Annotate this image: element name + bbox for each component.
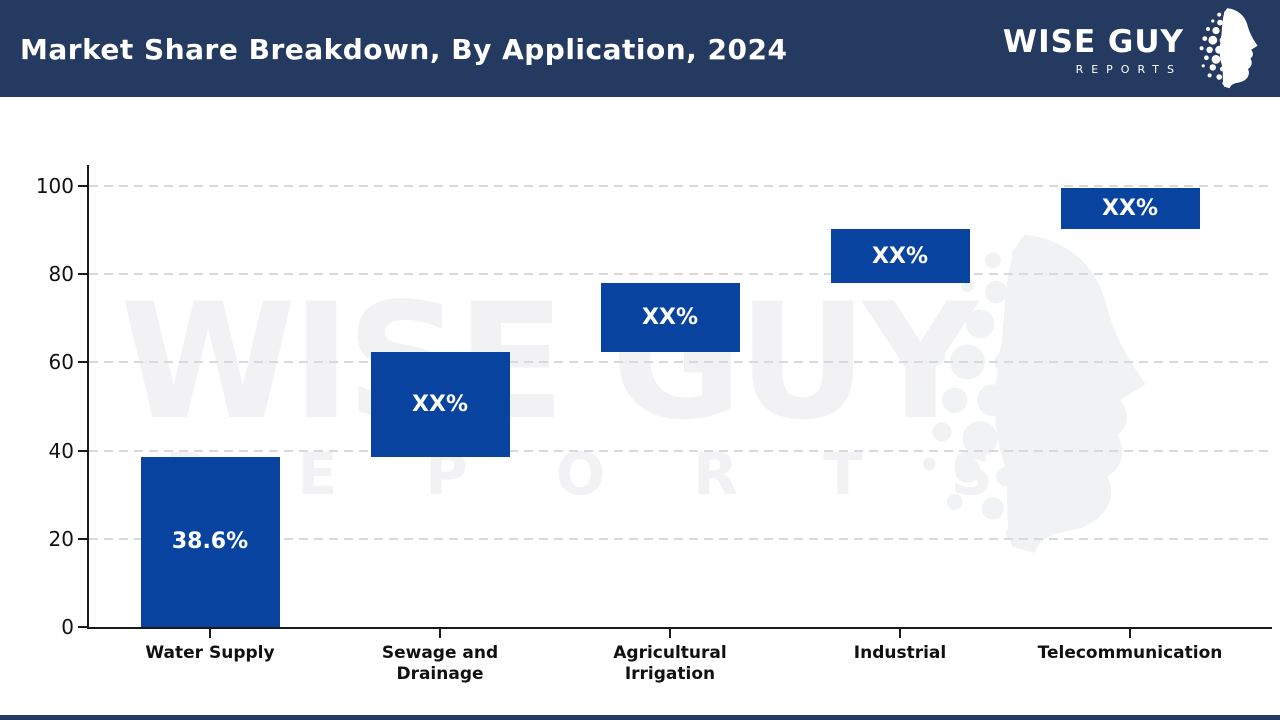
bar-value-label: 38.6%	[171, 529, 249, 555]
category-label-sewage-and-drainage: Sewage and Drainage	[340, 643, 540, 685]
x-tick-mark-telecommunication	[1129, 629, 1131, 638]
footer-strip	[0, 715, 1280, 720]
x-tick-mark-water-supply	[209, 629, 211, 638]
x-axis-line	[87, 627, 1272, 629]
y-tick-label-80: 80	[48, 262, 74, 287]
y-axis-line	[87, 165, 89, 627]
category-label-line: Drainage	[396, 664, 484, 684]
logo-subtext: REPORTS	[1075, 62, 1182, 76]
category-label-water-supply: Water Supply	[110, 643, 310, 664]
chart-title: Market Share Breakdown, By Application, …	[20, 33, 788, 66]
bar-agricultural-irrigation: XX%	[600, 283, 740, 353]
bar-industrial: XX%	[830, 228, 970, 284]
gridline-20	[89, 537, 1272, 540]
face-profile-dots-icon	[1199, 8, 1258, 89]
category-label-line: Agricultural	[613, 643, 727, 663]
wise-guy-logo: WISE GUY REPORTS	[1003, 5, 1270, 93]
x-tick-mark-industrial	[899, 629, 901, 638]
y-tick-label-40: 40	[48, 438, 74, 463]
logo-text: WISE GUY REPORTS	[1002, 23, 1184, 76]
x-tick-mark-agricultural-irrigation	[669, 629, 671, 638]
gridline-40	[89, 449, 1272, 452]
y-tick-label-100: 100	[35, 174, 74, 198]
header-bar: Market Share Breakdown, By Application, …	[0, 0, 1280, 97]
gridline-60	[89, 361, 1272, 364]
bar-telecommunication: XX%	[1060, 188, 1200, 229]
y-tick-mark-40	[78, 449, 87, 452]
bar-water-supply: 38.6%	[140, 456, 280, 627]
y-tick-mark-100	[78, 185, 87, 187]
watermark-subtext: REPORTS	[165, 440, 1081, 508]
y-tick-mark-0	[78, 626, 87, 628]
logo-wordmark: WISE GUY	[1002, 23, 1184, 60]
y-tick-mark-60	[78, 361, 87, 364]
bar-value-label: XX%	[1102, 195, 1158, 221]
bar-sewage-and-drainage: XX%	[370, 352, 510, 457]
category-label-line: Water Supply	[145, 643, 275, 663]
category-label-line: Telecommunication	[1037, 643, 1223, 663]
chart-area: WISE GUY REPORTS 0 20 40 60 80 100 38.6% XX% XX…	[0, 97, 1280, 715]
category-label-telecommunication: Telecommunication	[1030, 643, 1230, 664]
category-label-line: Industrial	[853, 643, 947, 663]
y-tick-mark-80	[78, 273, 87, 276]
y-tick-label-60: 60	[48, 350, 74, 375]
y-tick-label-20: 20	[48, 526, 74, 551]
bar-value-label: XX%	[642, 305, 698, 331]
category-label-industrial: Industrial	[800, 643, 1000, 664]
bar-value-label: XX%	[872, 243, 928, 269]
bar-value-label: XX%	[412, 392, 468, 417]
category-label-line: Sewage and	[381, 643, 499, 663]
category-label-line: Irrigation	[624, 664, 716, 684]
category-label-agricultural-irrigation: Agricultural Irrigation	[570, 643, 770, 685]
gridline-80	[89, 273, 1272, 276]
gridline-100	[89, 185, 1272, 187]
y-tick-label-0: 0	[61, 615, 74, 639]
x-tick-mark-sewage-and-drainage	[439, 629, 441, 638]
y-tick-mark-20	[78, 537, 87, 540]
